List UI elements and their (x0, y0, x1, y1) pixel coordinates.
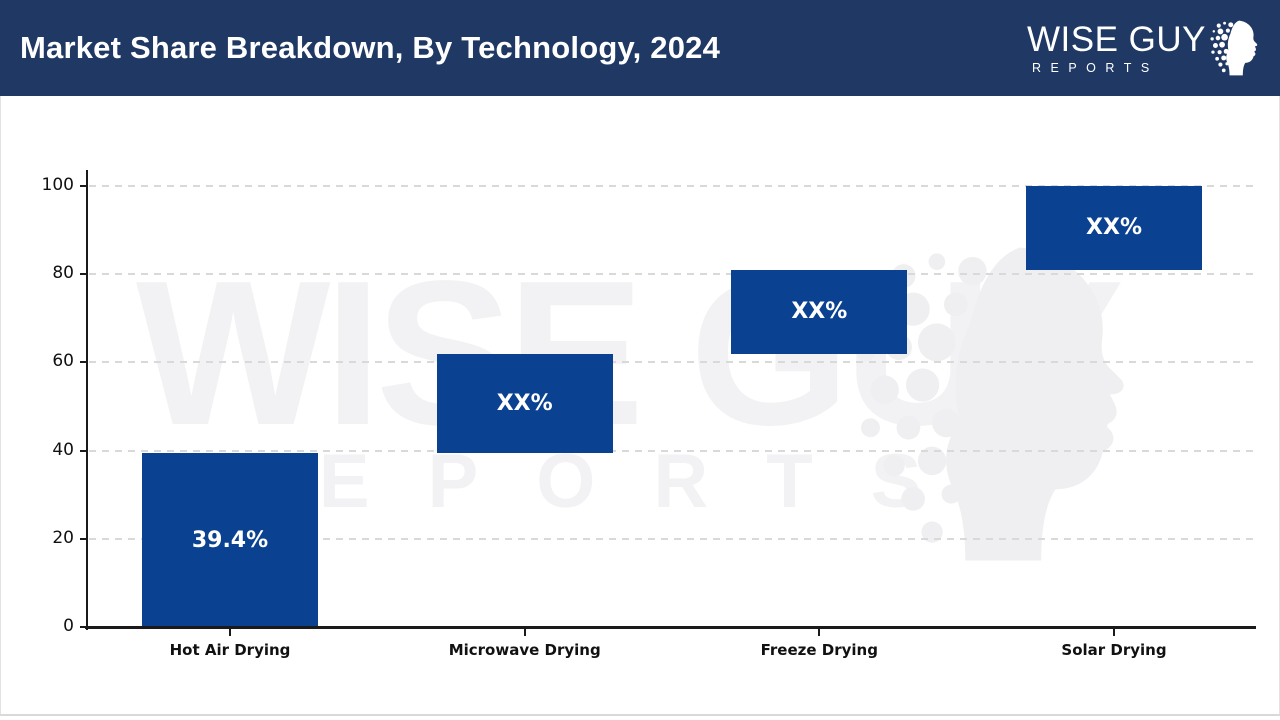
gridline-40 (89, 449, 1256, 452)
x-axis-line (85, 626, 1256, 629)
bar-solar-drying: XX% (1026, 186, 1202, 270)
y-tick-label-40: 40 (52, 439, 74, 460)
y-tick-label-80: 80 (52, 263, 74, 284)
bar-value-label: XX% (1086, 215, 1142, 241)
y-tick-label-60: 60 (52, 351, 74, 372)
logo-subtitle: REPORTS (1031, 60, 1159, 75)
x-tick-label-solar-drying: Solar Drying (1061, 641, 1167, 659)
wiseguy-face-icon (1208, 9, 1266, 87)
bar-microwave-drying: XX% (436, 353, 613, 454)
x-tick-solar-drying (1113, 628, 1115, 636)
y-tick-20 (80, 537, 88, 540)
x-tick-label-hot-air-drying: Hot Air Drying (169, 641, 291, 659)
y-tick-label-20: 20 (52, 527, 74, 548)
y-tick-100 (80, 185, 88, 187)
bar-value-label: XX% (791, 299, 848, 325)
x-tick-microwave-drying (523, 628, 526, 636)
logo-wordmark: WISE GUY (1026, 19, 1206, 59)
x-tick-hot-air-drying (229, 628, 231, 636)
x-tick-freeze-drying (818, 628, 821, 636)
page-title: Market Share Breakdown, By Technology, 2… (20, 30, 721, 65)
header-bar: Market Share Breakdown, By Technology, 2… (0, 0, 1280, 96)
y-tick-label-0: 0 (63, 616, 74, 636)
bar-value-label: 39.4% (191, 527, 269, 553)
gridline-20 (89, 537, 1256, 540)
logo: WISE GUY REPORTS (1027, 9, 1266, 87)
y-tick-40 (80, 449, 88, 452)
bottom-divider (0, 714, 1280, 716)
bar-hot-air-drying: 39.4% (142, 453, 318, 627)
gridline-80 (89, 273, 1256, 276)
logo-text: WISE GUY REPORTS (1027, 22, 1206, 75)
y-tick-label-100: 100 (41, 175, 74, 195)
y-tick-0 (80, 626, 88, 628)
y-tick-60 (80, 361, 88, 364)
x-tick-label-freeze-drying: Freeze Drying (760, 641, 878, 659)
y-axis-line (86, 170, 88, 630)
gridline-100 (89, 185, 1256, 187)
bar-value-label: XX% (496, 390, 553, 416)
gridline-60 (89, 361, 1256, 364)
y-tick-80 (80, 273, 88, 276)
bar-freeze-drying: XX% (731, 269, 908, 354)
x-tick-label-microwave-drying: Microwave Drying (448, 641, 601, 659)
